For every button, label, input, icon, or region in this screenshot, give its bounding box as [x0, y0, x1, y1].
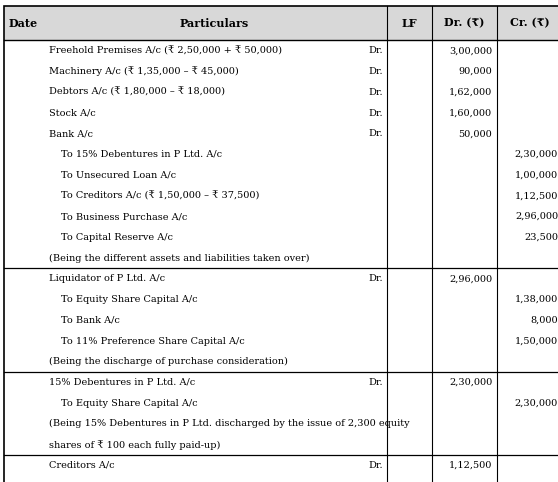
Text: 1,12,500: 1,12,500 — [514, 191, 558, 201]
Text: 15% Debentures in P Ltd. A/c: 15% Debentures in P Ltd. A/c — [49, 378, 195, 387]
Text: To 15% Debentures in P Ltd. A/c: To 15% Debentures in P Ltd. A/c — [61, 150, 223, 159]
Text: Debtors A/c (₹ 1,80,000 – ₹ 18,000): Debtors A/c (₹ 1,80,000 – ₹ 18,000) — [49, 88, 225, 97]
Text: 2,30,000: 2,30,000 — [449, 378, 492, 387]
Text: 1,60,000: 1,60,000 — [449, 108, 492, 118]
Text: Freehold Premises A/c (₹ 2,50,000 + ₹ 50,000): Freehold Premises A/c (₹ 2,50,000 + ₹ 50… — [49, 46, 282, 55]
Text: To Equity Share Capital A/c: To Equity Share Capital A/c — [61, 399, 198, 408]
Text: 1,12,500: 1,12,500 — [449, 461, 492, 470]
Text: Dr.: Dr. — [369, 108, 383, 118]
Text: (Being 15% Debentures in P Ltd. discharged by the issue of 2,300 equity: (Being 15% Debentures in P Ltd. discharg… — [49, 419, 410, 428]
Text: Date: Date — [9, 18, 38, 28]
Text: Dr. (₹): Dr. (₹) — [444, 18, 485, 28]
Text: To Creditors A/c (₹ 1,50,000 – ₹ 37,500): To Creditors A/c (₹ 1,50,000 – ₹ 37,500) — [61, 191, 260, 201]
Text: 8,000: 8,000 — [530, 316, 558, 325]
Text: 50,000: 50,000 — [459, 129, 492, 138]
Text: Dr.: Dr. — [369, 461, 383, 470]
Text: Creditors A/c: Creditors A/c — [49, 461, 115, 470]
Text: Dr.: Dr. — [369, 129, 383, 138]
Text: Dr.: Dr. — [369, 88, 383, 97]
Text: 1,50,000: 1,50,000 — [515, 336, 558, 346]
Text: Cr. (₹): Cr. (₹) — [509, 18, 550, 28]
Text: 2,30,000: 2,30,000 — [514, 150, 558, 159]
Text: Dr.: Dr. — [369, 67, 383, 76]
Text: (Being the different assets and liabilities taken over): (Being the different assets and liabilit… — [49, 254, 310, 263]
Text: (Being the discharge of purchase consideration): (Being the discharge of purchase conside… — [49, 357, 288, 366]
Text: To Bank A/c: To Bank A/c — [61, 316, 121, 325]
Text: 23,500: 23,500 — [524, 233, 558, 242]
Text: To Unsecured Loan A/c: To Unsecured Loan A/c — [61, 171, 176, 180]
Text: Bank A/c: Bank A/c — [49, 129, 93, 138]
Text: Liquidator of P Ltd. A/c: Liquidator of P Ltd. A/c — [49, 274, 165, 283]
Text: 1,00,000: 1,00,000 — [515, 171, 558, 180]
Text: 2,30,000: 2,30,000 — [514, 399, 558, 408]
Text: 2,96,000: 2,96,000 — [449, 274, 492, 283]
Text: 1,38,000: 1,38,000 — [514, 295, 558, 304]
Text: To Capital Reserve A/c: To Capital Reserve A/c — [61, 233, 174, 242]
Text: 1,62,000: 1,62,000 — [449, 88, 492, 97]
Text: 3,00,000: 3,00,000 — [449, 46, 492, 55]
Text: To 11% Preference Share Capital A/c: To 11% Preference Share Capital A/c — [61, 336, 245, 346]
Text: 2,96,000: 2,96,000 — [515, 212, 558, 221]
Text: To Equity Share Capital A/c: To Equity Share Capital A/c — [61, 295, 198, 304]
Text: Stock A/c: Stock A/c — [49, 108, 96, 118]
Bar — [4, 6, 558, 40]
Text: Dr.: Dr. — [369, 378, 383, 387]
Text: Particulars: Particulars — [180, 18, 249, 28]
Text: 90,000: 90,000 — [459, 67, 492, 76]
Text: To Business Purchase A/c: To Business Purchase A/c — [61, 212, 187, 221]
Text: shares of ₹ 100 each fully paid-up): shares of ₹ 100 each fully paid-up) — [49, 440, 220, 450]
Text: Dr.: Dr. — [369, 274, 383, 283]
Text: Machinery A/c (₹ 1,35,000 – ₹ 45,000): Machinery A/c (₹ 1,35,000 – ₹ 45,000) — [49, 67, 239, 77]
Text: Dr.: Dr. — [369, 46, 383, 55]
Text: LF: LF — [402, 18, 417, 28]
